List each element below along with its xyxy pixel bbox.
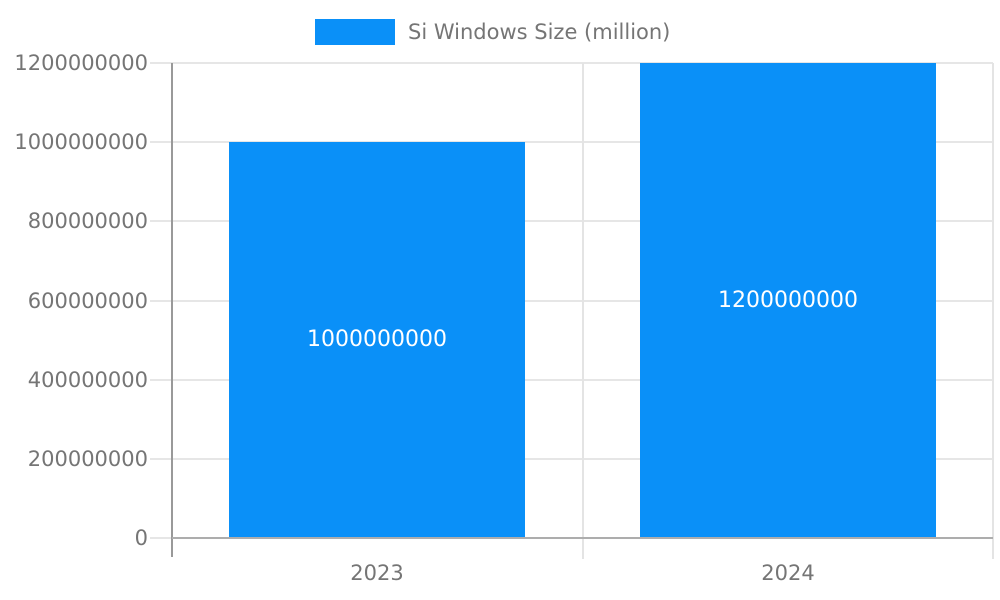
column-separator (582, 63, 584, 559)
bar-2024[interactable] (640, 63, 936, 538)
y-tick-mark (150, 458, 172, 460)
bar-value-label: 1200000000 (718, 288, 858, 313)
plot-right-edge (992, 63, 994, 559)
x-axis-baseline (172, 537, 993, 539)
legend-label: Si Windows Size (million) (408, 20, 671, 44)
y-tick-label: 1000000000 (14, 130, 148, 154)
y-tick-label: 400000000 (27, 368, 148, 392)
y-axis-line (171, 63, 173, 557)
y-tick-label: 0 (134, 526, 148, 550)
x-tick-label: 2024 (761, 561, 815, 585)
bar-value-label: 1000000000 (307, 327, 447, 352)
y-tick-mark (150, 220, 172, 222)
y-tick-mark (150, 62, 172, 64)
y-tick-label: 1200000000 (14, 51, 148, 75)
y-tick-label: 200000000 (27, 447, 148, 471)
y-tick-mark (150, 141, 172, 143)
bar-2023[interactable] (229, 142, 525, 538)
y-tick-label: 800000000 (27, 209, 148, 233)
y-tick-mark (150, 537, 172, 539)
y-tick-mark (150, 379, 172, 381)
y-tick-label: 600000000 (27, 289, 148, 313)
legend[interactable]: Si Windows Size (million) (315, 19, 670, 45)
legend-swatch-icon (315, 19, 395, 45)
y-tick-mark (150, 300, 172, 302)
x-tick-label: 2023 (350, 561, 404, 585)
